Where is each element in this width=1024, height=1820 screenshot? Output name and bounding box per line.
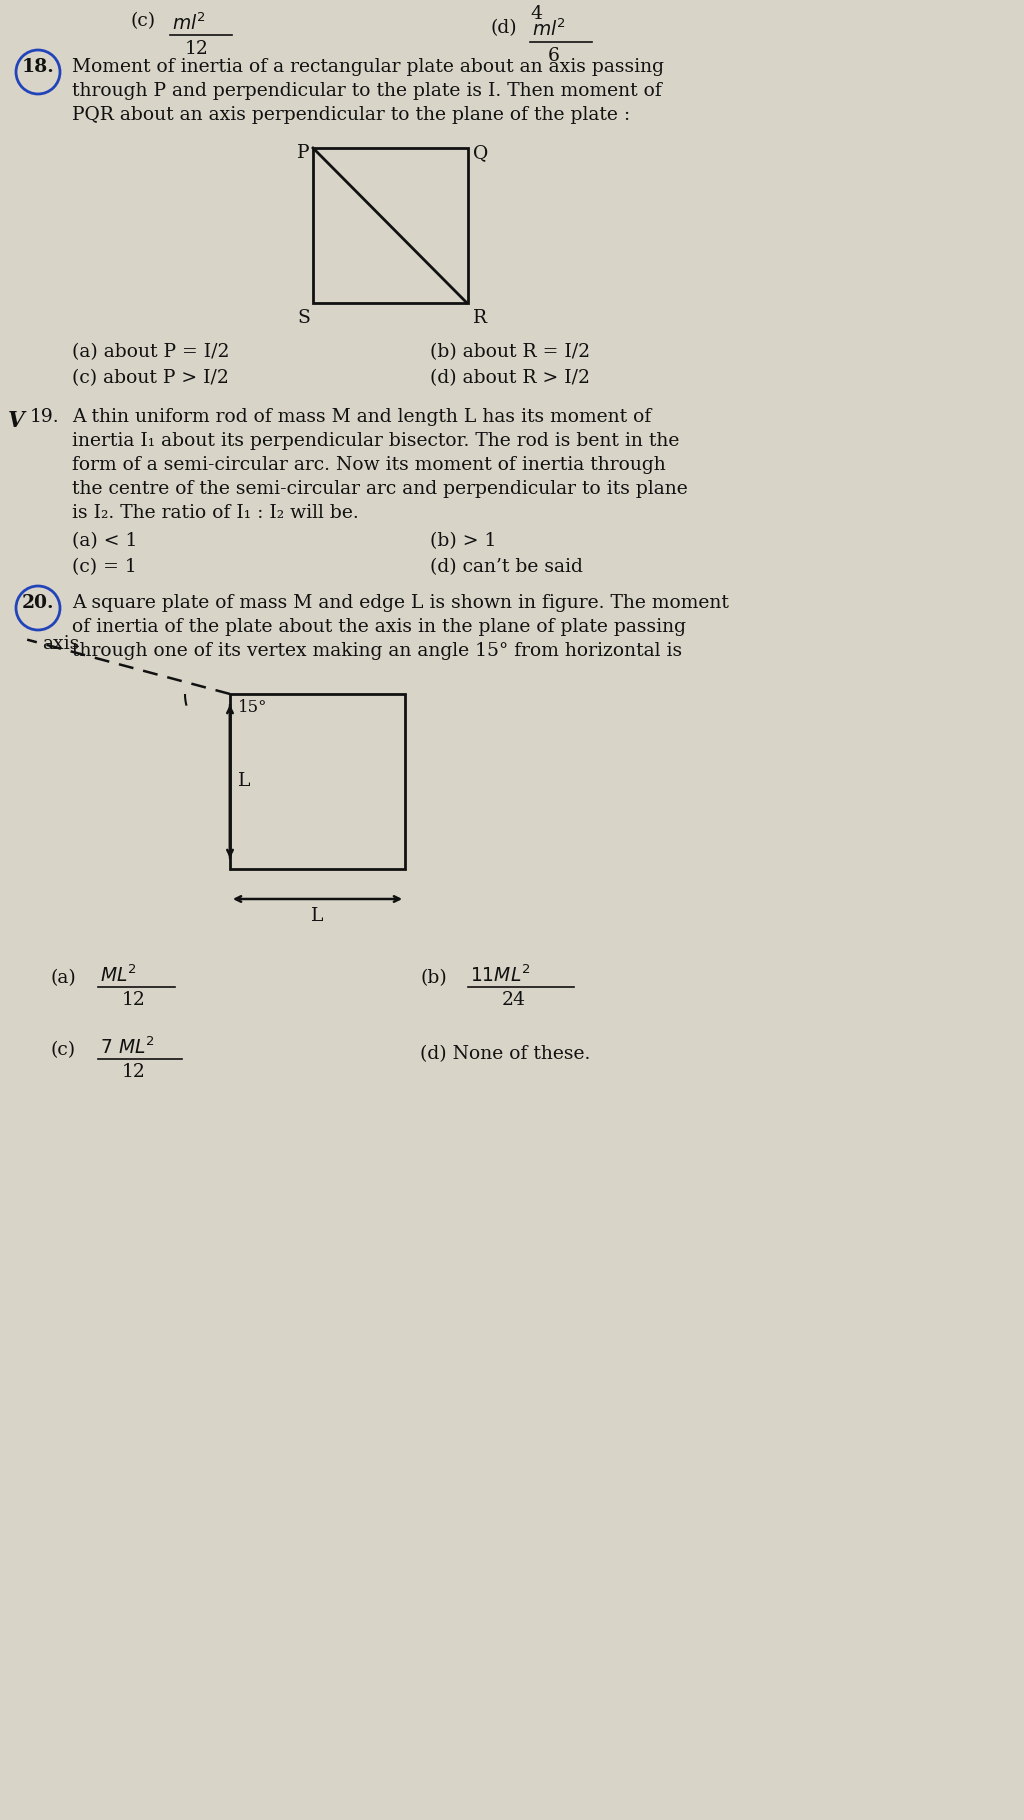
Text: $ml^2$: $ml^2$ — [532, 18, 566, 40]
Text: (b) about R = I/2: (b) about R = I/2 — [430, 342, 590, 360]
Text: R: R — [473, 309, 487, 328]
Text: 24: 24 — [502, 992, 526, 1008]
Text: (d) can’t be said: (d) can’t be said — [430, 559, 583, 575]
Text: 18.: 18. — [22, 58, 54, 76]
Text: the centre of the semi-circular arc and perpendicular to its plane: the centre of the semi-circular arc and … — [72, 480, 688, 499]
Text: V: V — [8, 410, 25, 431]
Text: (c) about P > I/2: (c) about P > I/2 — [72, 369, 229, 388]
Text: P: P — [297, 144, 309, 162]
Text: through one of its vertex making an angle 15° from horizontal is: through one of its vertex making an angl… — [72, 642, 682, 661]
Bar — [313, 147, 468, 302]
Text: Q: Q — [473, 144, 488, 162]
Text: $11ML^2$: $11ML^2$ — [470, 965, 530, 986]
Text: (d): (d) — [490, 18, 517, 36]
Text: through P and perpendicular to the plate is I. Then moment of: through P and perpendicular to the plate… — [72, 82, 662, 100]
Text: of inertia of the plate about the axis in the plane of plate passing: of inertia of the plate about the axis i… — [72, 619, 686, 635]
Text: A thin uniform rod of mass M and length L has its moment of: A thin uniform rod of mass M and length … — [72, 408, 651, 426]
Text: (c) = 1: (c) = 1 — [72, 559, 137, 575]
Text: (a) about P = I/2: (a) about P = I/2 — [72, 342, 229, 360]
Text: (c): (c) — [50, 1041, 75, 1059]
Text: 12: 12 — [185, 40, 209, 58]
Text: Moment of inertia of a rectangular plate about an axis passing: Moment of inertia of a rectangular plate… — [72, 58, 664, 76]
Text: $ML^2$: $ML^2$ — [100, 965, 137, 986]
Text: A square plate of mass M and edge L is shown in figure. The moment: A square plate of mass M and edge L is s… — [72, 593, 729, 612]
Text: (d) None of these.: (d) None of these. — [420, 1045, 591, 1063]
Text: 6: 6 — [548, 47, 560, 66]
Text: inertia I₁ about its perpendicular bisector. The rod is bent in the: inertia I₁ about its perpendicular bisec… — [72, 431, 679, 450]
Text: $7\ ML^2$: $7\ ML^2$ — [100, 1037, 155, 1059]
Text: (a): (a) — [50, 968, 76, 986]
Text: 15°: 15° — [238, 699, 267, 715]
Text: (c): (c) — [130, 13, 155, 29]
Bar — [230, 693, 406, 868]
Text: axis: axis — [42, 635, 80, 653]
Text: (b): (b) — [420, 968, 446, 986]
Text: (a) < 1: (a) < 1 — [72, 531, 137, 550]
Text: is I₂. The ratio of I₁ : I₂ will be.: is I₂. The ratio of I₁ : I₂ will be. — [72, 504, 358, 522]
Text: L: L — [238, 772, 251, 790]
Text: (b) > 1: (b) > 1 — [430, 531, 497, 550]
Text: S: S — [297, 309, 310, 328]
Text: 19.: 19. — [30, 408, 59, 426]
Text: form of a semi-circular arc. Now its moment of inertia through: form of a semi-circular arc. Now its mom… — [72, 457, 666, 473]
Text: $ml^2$: $ml^2$ — [172, 13, 206, 33]
Text: 4: 4 — [530, 5, 542, 24]
Text: 12: 12 — [122, 992, 145, 1008]
Text: 20.: 20. — [22, 593, 54, 612]
Text: 12: 12 — [122, 1063, 145, 1081]
Text: L: L — [310, 906, 324, 925]
Text: (d) about R > I/2: (d) about R > I/2 — [430, 369, 590, 388]
Text: PQR about an axis perpendicular to the plane of the plate :: PQR about an axis perpendicular to the p… — [72, 106, 630, 124]
